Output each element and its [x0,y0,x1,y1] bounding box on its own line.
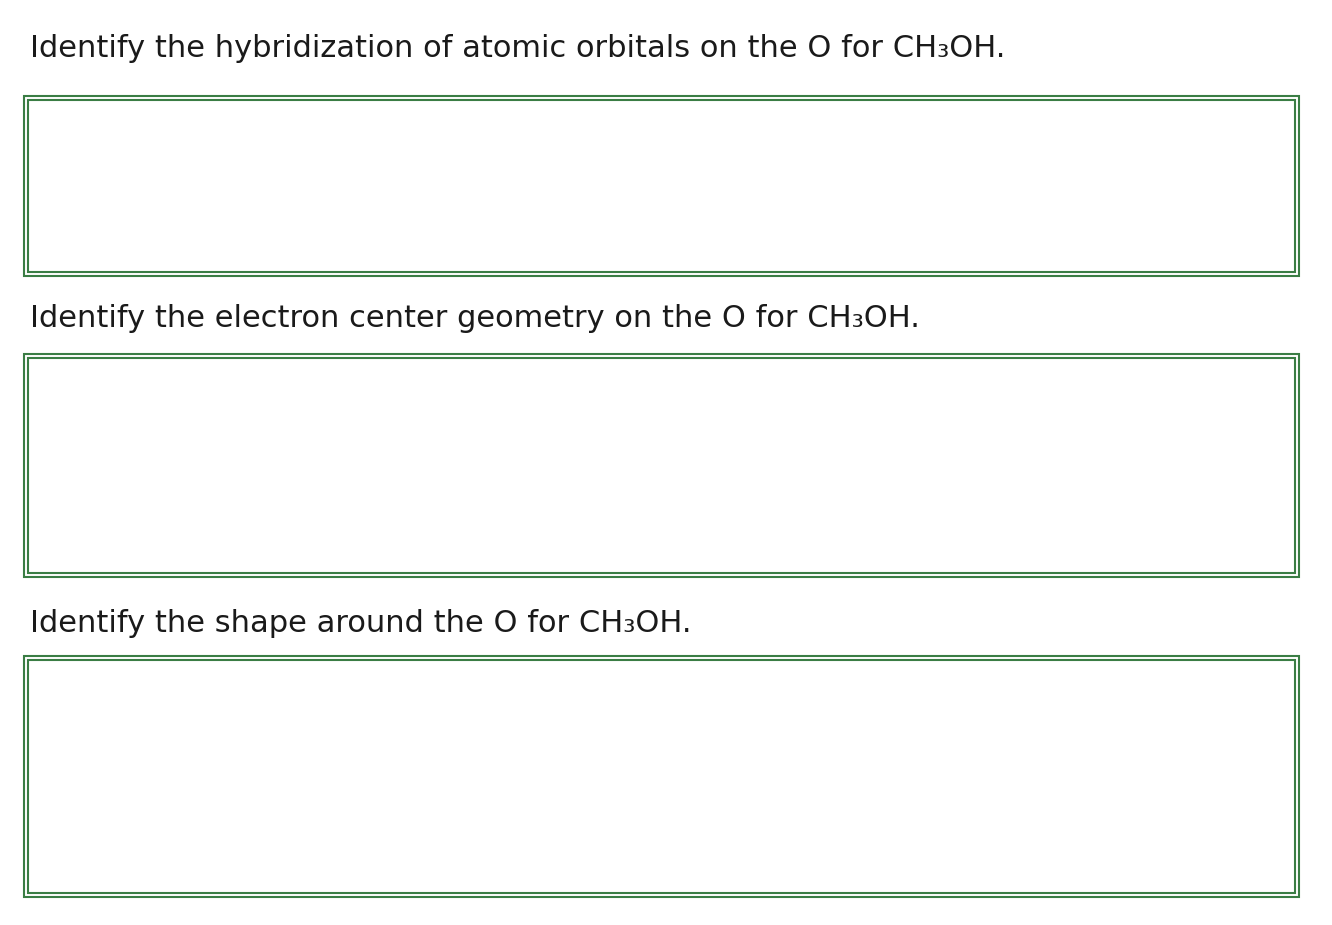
Bar [24,354,1299,577]
Bar [28,100,1295,272]
Bar [24,96,1299,276]
Bar [28,358,1295,573]
Bar [24,656,1299,897]
Text: Identify the shape around the O for CH₃OH.: Identify the shape around the O for CH₃O… [31,609,691,638]
Text: Identify the electron center geometry on the O for CH₃OH.: Identify the electron center geometry on… [31,304,920,333]
Text: Identify the hybridization of atomic orbitals on the O for CH₃OH.: Identify the hybridization of atomic orb… [31,34,1006,63]
Bar [28,660,1295,893]
